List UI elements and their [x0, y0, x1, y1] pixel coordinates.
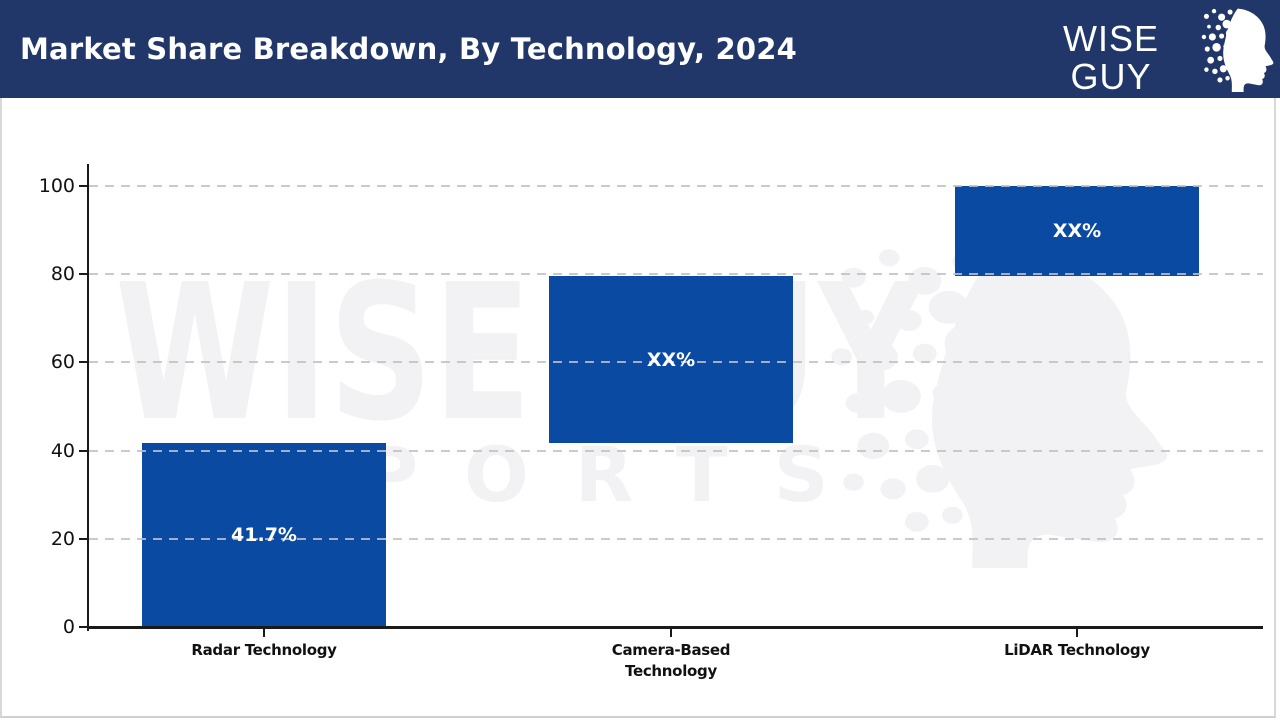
- y-tick-label: 40: [50, 439, 75, 462]
- bar-value-label: XX%: [646, 348, 696, 371]
- y-gridline: [89, 449, 1263, 452]
- y-tick-mark: [79, 626, 87, 628]
- y-gridline: [89, 273, 1263, 276]
- y-tick-label: 20: [50, 527, 75, 550]
- y-gridline: [89, 537, 1263, 540]
- logo-brand-name: WISE GUY: [1062, 18, 1159, 97]
- x-tick-mark: [670, 629, 672, 637]
- y-tick-mark: [79, 273, 87, 276]
- chart-title: Market Share Breakdown, By Technology, 2…: [20, 32, 798, 66]
- x-tick-mark: [263, 629, 265, 637]
- y-gridline: [89, 361, 1263, 364]
- y-axis-line: [87, 164, 89, 631]
- x-axis-line: [87, 626, 1263, 629]
- y-tick-label: 60: [50, 351, 75, 374]
- bar-value-label: XX%: [1052, 220, 1102, 243]
- market-share-bar: [549, 276, 793, 444]
- y-tick-label: 0: [62, 616, 75, 638]
- y-tick-mark: [79, 361, 87, 364]
- bar-value-label: 41.7%: [231, 524, 297, 547]
- y-tick-mark: [79, 449, 87, 452]
- x-tick-mark: [1076, 629, 1078, 637]
- market-share-bar: [142, 443, 386, 627]
- y-tick-mark: [79, 185, 87, 187]
- y-gridline: [89, 185, 1263, 187]
- category-label: Radar Technology: [191, 641, 337, 659]
- category-label: LiDAR Technology: [1004, 641, 1150, 659]
- category-label: Camera-Based Technology: [611, 641, 731, 680]
- y-tick-label: 80: [50, 263, 75, 286]
- y-tick-mark: [79, 537, 87, 540]
- y-tick-label: 100: [38, 175, 75, 197]
